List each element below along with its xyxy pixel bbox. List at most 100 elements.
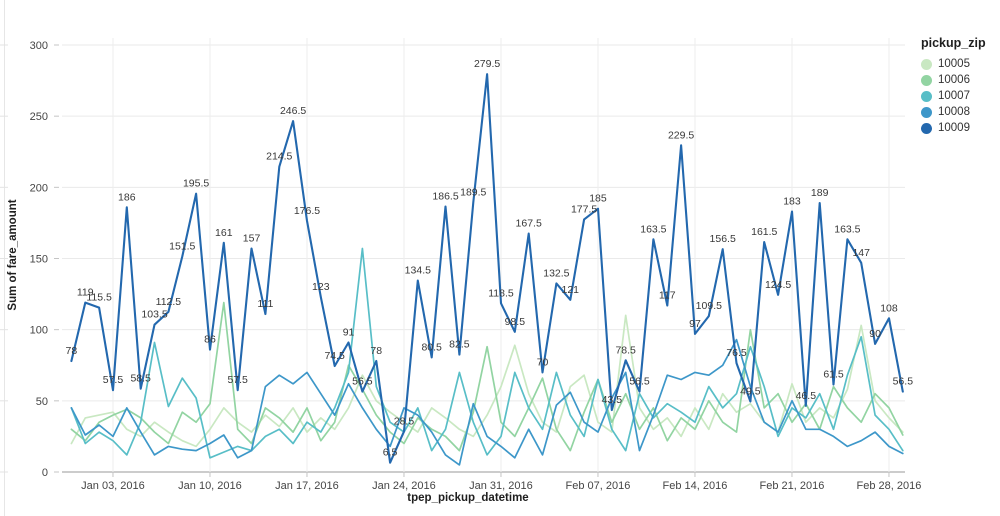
series-line-10007[interactable] bbox=[70, 247, 904, 459]
data-label: 78 bbox=[66, 345, 78, 357]
legend-swatch-icon bbox=[921, 74, 932, 86]
series-line-10005[interactable] bbox=[70, 314, 904, 448]
data-label: 57.5 bbox=[103, 374, 124, 386]
data-label: 123 bbox=[312, 281, 330, 293]
data-label: 112.5 bbox=[156, 296, 182, 308]
data-label: 246.5 bbox=[280, 105, 306, 117]
data-label: 183 bbox=[783, 196, 801, 208]
data-label: 176.5 bbox=[294, 205, 320, 217]
legend-swatch-icon bbox=[921, 106, 932, 118]
data-label: 108 bbox=[880, 302, 898, 314]
y-tick-label: 0 bbox=[42, 467, 48, 479]
data-label: 98.5 bbox=[505, 316, 526, 328]
legend-item-10007[interactable]: 10007 bbox=[921, 90, 999, 102]
data-label: 167.5 bbox=[516, 218, 542, 230]
data-label: 56.5 bbox=[893, 376, 914, 388]
legend: pickup_zip 10005 10006 10007 10008 10009 bbox=[921, 36, 999, 138]
data-label: 189.5 bbox=[460, 186, 486, 198]
data-label: 82.5 bbox=[449, 339, 470, 351]
data-label: 43.5 bbox=[602, 394, 623, 406]
data-label: 177.5 bbox=[571, 203, 597, 215]
series-line-10009[interactable] bbox=[70, 73, 904, 464]
data-label: 97 bbox=[689, 318, 701, 330]
y-tick-label: 300 bbox=[30, 40, 48, 52]
data-label: 147 bbox=[852, 247, 870, 259]
data-label: 80.5 bbox=[421, 341, 442, 353]
data-label: 161 bbox=[215, 227, 233, 239]
series-line-10008[interactable] bbox=[70, 338, 904, 466]
data-label: 161.5 bbox=[751, 226, 777, 238]
data-label: 189 bbox=[811, 187, 829, 199]
data-label: 56.5 bbox=[352, 376, 373, 388]
legend-item-label: 10006 bbox=[938, 74, 970, 86]
data-label: 91 bbox=[343, 326, 355, 338]
legend-item-10005[interactable]: 10005 bbox=[921, 58, 999, 70]
x-tick-label: Jan 17, 2016 bbox=[275, 480, 339, 492]
y-tick-label: 100 bbox=[30, 325, 48, 337]
data-label: 185 bbox=[589, 193, 607, 205]
x-tick-label: Jan 03, 2016 bbox=[81, 480, 145, 492]
legend-item-label: 10009 bbox=[938, 122, 970, 134]
data-label: 132.5 bbox=[543, 267, 569, 279]
data-label: 58.5 bbox=[130, 373, 151, 385]
data-label: 121 bbox=[561, 284, 579, 296]
data-label: 70 bbox=[537, 356, 549, 368]
data-label: 151.5 bbox=[169, 240, 195, 252]
data-label: 119 bbox=[77, 287, 94, 299]
data-label: 46.5 bbox=[796, 390, 817, 402]
x-tick-label: Feb 28, 2016 bbox=[857, 480, 922, 492]
data-label: 61.5 bbox=[823, 368, 844, 380]
series-line-10006[interactable] bbox=[70, 301, 904, 452]
data-label: 156.5 bbox=[710, 233, 736, 245]
data-label: 28.5 bbox=[394, 415, 415, 427]
y-axis-title: Sum of fare_amount bbox=[7, 199, 19, 311]
data-label: 115.5 bbox=[86, 292, 112, 304]
data-label: 157 bbox=[243, 233, 261, 245]
data-label: 229.5 bbox=[668, 129, 694, 141]
data-label: 6.5 bbox=[383, 447, 398, 459]
x-tick-label: Feb 14, 2016 bbox=[663, 480, 728, 492]
legend-item-10008[interactable]: 10008 bbox=[921, 106, 999, 118]
legend-item-10006[interactable]: 10006 bbox=[921, 74, 999, 86]
data-label: 124.5 bbox=[765, 279, 791, 291]
data-label: 279.5 bbox=[474, 58, 500, 70]
data-label: 86 bbox=[204, 334, 216, 346]
x-tick-label: Jan 31, 2016 bbox=[469, 480, 533, 492]
data-label: 111 bbox=[257, 298, 273, 310]
legend-item-label: 10007 bbox=[938, 90, 970, 102]
data-label: 134.5 bbox=[405, 265, 431, 277]
data-label: 90 bbox=[869, 328, 881, 340]
x-tick-label: Jan 24, 2016 bbox=[372, 480, 436, 492]
legend-item-10009[interactable]: 10009 bbox=[921, 122, 999, 134]
data-label: 74.5 bbox=[324, 350, 345, 362]
legend-swatch-icon bbox=[921, 58, 932, 70]
data-label: 76.5 bbox=[726, 347, 747, 359]
y-tick-label: 250 bbox=[30, 111, 48, 123]
data-label: 118.5 bbox=[488, 287, 514, 299]
data-label: 214.5 bbox=[266, 151, 292, 163]
legend-title: pickup_zip bbox=[921, 36, 986, 50]
legend-item-label: 10008 bbox=[938, 106, 970, 118]
legend-swatch-icon bbox=[921, 90, 932, 102]
data-label: 195.5 bbox=[183, 178, 209, 190]
y-tick-label: 200 bbox=[30, 182, 48, 194]
data-label: 49.5 bbox=[740, 386, 761, 398]
data-label: 103.5 bbox=[141, 309, 167, 321]
legend-swatch-icon bbox=[921, 122, 932, 134]
y-tick-label: 50 bbox=[36, 396, 48, 408]
data-label: 186 bbox=[118, 191, 136, 203]
x-tick-label: Feb 07, 2016 bbox=[566, 480, 631, 492]
data-label: 117 bbox=[659, 289, 676, 301]
data-label: 56.5 bbox=[629, 376, 650, 388]
data-label: 186.5 bbox=[432, 191, 458, 203]
data-label: 78 bbox=[370, 345, 382, 357]
x-axis-title: tpep_pickup_datetime bbox=[407, 492, 529, 504]
data-label: 78.5 bbox=[615, 344, 636, 356]
data-label: 163.5 bbox=[834, 223, 860, 235]
data-label: 163.5 bbox=[640, 223, 666, 235]
y-tick-label: 150 bbox=[30, 254, 48, 266]
legend-item-label: 10005 bbox=[938, 58, 970, 70]
x-tick-label: Jan 10, 2016 bbox=[178, 480, 242, 492]
